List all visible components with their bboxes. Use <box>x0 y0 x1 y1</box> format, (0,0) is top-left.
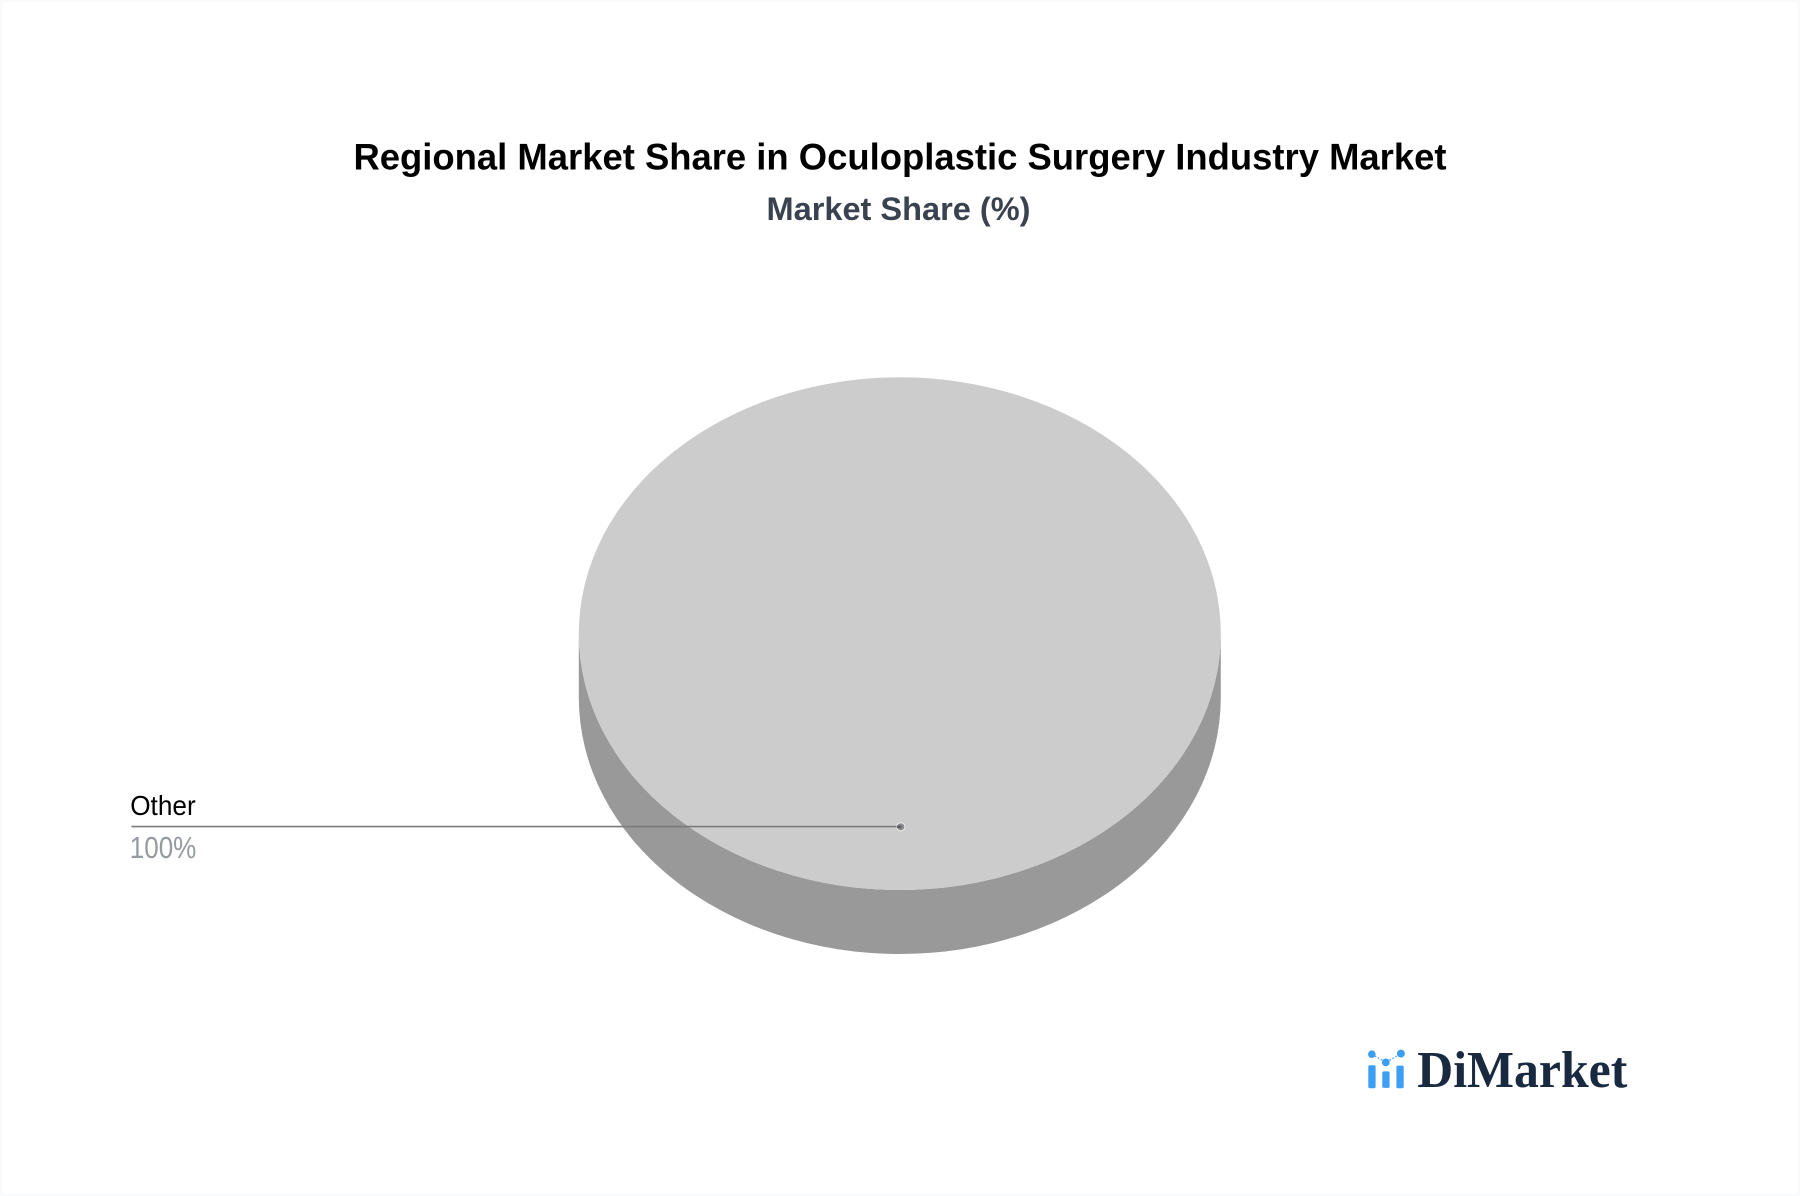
svg-text:100%: 100% <box>130 830 197 865</box>
svg-text:Regional Market Share in Oculo: Regional Market Share in Oculoplastic Su… <box>354 137 1447 178</box>
svg-text:Market Share (%): Market Share (%) <box>767 191 1031 227</box>
svg-text:Other: Other <box>130 790 196 821</box>
svg-text:DiMarket: DiMarket <box>1417 1042 1628 1099</box>
